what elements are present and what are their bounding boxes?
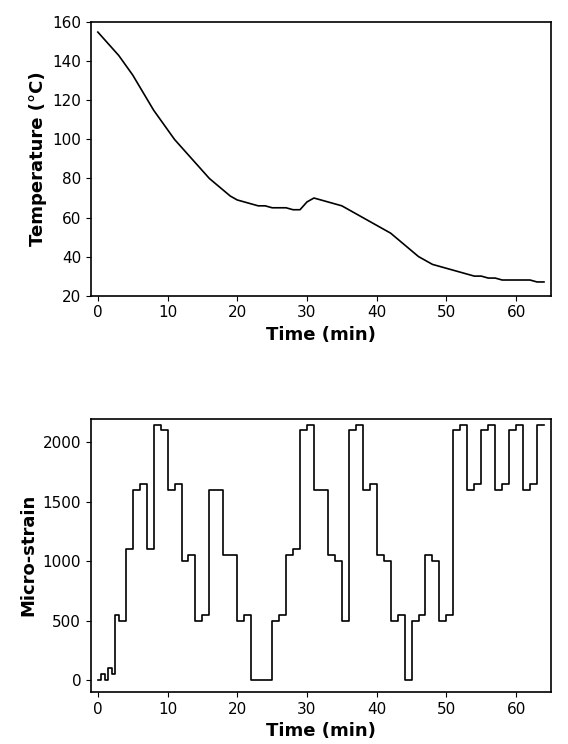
X-axis label: Time (min): Time (min) bbox=[266, 326, 376, 344]
Y-axis label: Micro-strain: Micro-strain bbox=[19, 494, 37, 616]
X-axis label: Time (min): Time (min) bbox=[266, 722, 376, 740]
Y-axis label: Temperature (°C): Temperature (°C) bbox=[28, 71, 47, 246]
